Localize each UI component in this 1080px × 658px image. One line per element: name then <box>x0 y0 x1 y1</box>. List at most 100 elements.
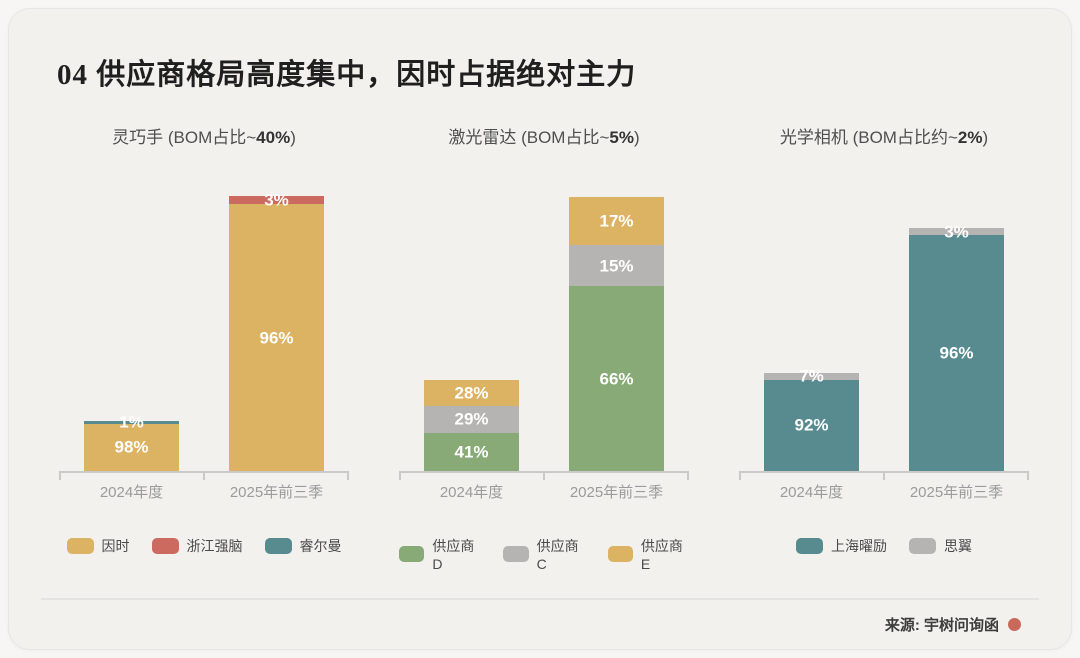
category-label: 2025年前三季 <box>569 484 664 501</box>
legend-swatch <box>66 538 94 554</box>
panel-title-bold: 5% <box>609 128 634 147</box>
panel-title-bold: 2% <box>957 128 983 147</box>
category-labels: 2024年度 2025年前三季 <box>399 481 689 502</box>
bar-segment: 98% <box>84 423 179 471</box>
legend: 上海曜励 思翼 <box>739 536 1029 556</box>
panel-title-text: ) <box>982 128 989 147</box>
category-labels: 2024年度 2025年前三季 <box>59 481 349 502</box>
bar-stack: 96% 3% <box>229 192 324 471</box>
axis-tick <box>543 473 545 480</box>
bar-cell: 92% 7% <box>739 196 884 471</box>
panel-title-text: ) <box>290 128 296 147</box>
bar-segment-label: 66% <box>599 369 634 389</box>
bar-segment-label: 96% <box>259 328 294 348</box>
bar-cell: 96% 3% <box>204 192 349 471</box>
footer-divider <box>41 598 1039 600</box>
bar-segment: 3% <box>909 223 1004 240</box>
legend: 供应商D 供应商C 供应商E <box>399 536 689 572</box>
bar-segment-label: 28% <box>454 383 489 403</box>
legend-label: 浙江强脑 <box>186 538 243 554</box>
slide-title: 04 供应商格局高度集中，因时占据绝对主力 <box>57 59 637 91</box>
bar-segment: 92% <box>764 379 859 471</box>
legend-label: 供应商D <box>432 538 475 572</box>
bar-segment-label: 15% <box>599 256 634 276</box>
plot-area: 98% 1% 96% 3% <box>59 192 349 471</box>
legend-label: 思翼 <box>944 538 972 554</box>
legend-item: 思翼 <box>909 536 972 556</box>
bar-segment: 96% <box>229 204 324 471</box>
plot-area: 41% 29% 28% 66% 15% 17% <box>399 196 689 471</box>
axis-tick <box>1027 473 1029 480</box>
bar-segment: 3% <box>229 192 324 209</box>
legend-swatch <box>151 538 179 554</box>
bar-cell: 41% 29% 28% <box>399 196 544 471</box>
chart-panel: 光学相机 (BOM占比约~2%) 92% 7% 96% 3% 2024年度 2025年前三季… <box>739 125 1029 572</box>
category-label: 2025年前三季 <box>909 484 1004 501</box>
bar-cell: 96% 3% <box>884 196 1029 471</box>
bar-cell: 66% 15% 17% <box>544 196 689 471</box>
legend-label: 因时 <box>101 538 130 554</box>
legend-item: 浙江强脑 <box>151 536 243 556</box>
footer: 来源: 宇树问询函 <box>49 614 1031 635</box>
panel-title-text: 灵巧手 (BOM占比~ <box>112 128 257 147</box>
bar-segment-label: 96% <box>939 343 974 363</box>
bar-stack: 96% 3% <box>909 223 1004 471</box>
category-label: 2024年度 <box>99 484 164 501</box>
category-label: 2025年前三季 <box>229 484 324 501</box>
chart-panel: 激光雷达 (BOM占比~5%) 41% 29% 28% 66% 15% 17% 2024年度 2… <box>399 125 689 572</box>
legend-label: 供应商C <box>536 538 579 572</box>
legend-swatch <box>796 538 823 554</box>
legend-swatch <box>399 546 425 562</box>
legend-item: 上海曜励 <box>796 536 887 556</box>
bar-cell: 98% 1% <box>59 196 204 471</box>
axis-tick <box>59 473 61 480</box>
bar-stack: 41% 29% 28% <box>424 380 519 471</box>
axis-tick <box>739 473 741 480</box>
panel-title-text: 激光雷达 (BOM占比~ <box>448 128 610 147</box>
source-label: 来源: 宇树问询函 <box>884 617 999 634</box>
legend-swatch <box>607 546 633 562</box>
legend-item: 因时 <box>66 536 130 556</box>
bar-segment-label: 41% <box>454 442 489 462</box>
x-axis <box>399 471 689 480</box>
bar-segment-label: 17% <box>599 211 634 231</box>
category-label: 2024年度 <box>779 484 844 501</box>
panel-title-text: 光学相机 (BOM占比约~ <box>779 128 958 147</box>
bar-segment-label: 98% <box>114 437 149 457</box>
bar-stack: 66% 15% 17% <box>569 197 664 471</box>
legend-item: 供应商D <box>399 536 481 572</box>
bar-segment-label: 92% <box>794 415 829 435</box>
source-dot-icon <box>1008 618 1021 631</box>
axis-tick <box>347 473 349 480</box>
panel-title: 灵巧手 (BOM占比~40%) <box>59 125 349 151</box>
axis-tick <box>883 473 885 480</box>
legend-item: 睿尔曼 <box>264 536 342 556</box>
bar-segment: 15% <box>569 244 664 287</box>
chart-panel: 灵巧手 (BOM占比~40%) 98% 1% 96% 3% 2024年度 2025年前三季因… <box>59 125 349 572</box>
category-label: 2024年度 <box>439 484 504 501</box>
legend-swatch <box>503 546 529 562</box>
axis-tick <box>203 473 205 480</box>
bar-segment: 29% <box>424 406 519 433</box>
bar-segment: 96% <box>909 235 1004 471</box>
bar-stack: 98% 1% <box>84 414 179 471</box>
panel-title-bold: 40% <box>256 128 291 147</box>
panel-title: 光学相机 (BOM占比约~2%) <box>739 125 1029 151</box>
legend-swatch <box>909 538 936 554</box>
bar-segment: 28% <box>424 380 519 407</box>
bar-segment: 7% <box>764 368 859 385</box>
bar-stack: 92% 7% <box>764 368 859 471</box>
axis-tick <box>399 473 401 480</box>
plot-area: 92% 7% 96% 3% <box>739 196 1029 471</box>
x-axis <box>59 471 349 480</box>
bar-segment: 17% <box>569 197 664 245</box>
legend-label: 上海曜励 <box>831 538 887 554</box>
legend-swatch <box>264 538 292 554</box>
chart-panels: 灵巧手 (BOM占比~40%) 98% 1% 96% 3% 2024年度 2025年前三季因… <box>59 125 1031 572</box>
legend-label: 供应商E <box>640 538 683 572</box>
panel-title: 激光雷达 (BOM占比~5%) <box>399 125 689 151</box>
axis-tick <box>687 473 689 480</box>
category-labels: 2024年度 2025年前三季 <box>739 481 1029 502</box>
legend-item: 供应商C <box>503 536 585 572</box>
slide-card: 04 供应商格局高度集中，因时占据绝对主力 灵巧手 (BOM占比~40%) 98%… <box>8 8 1072 650</box>
